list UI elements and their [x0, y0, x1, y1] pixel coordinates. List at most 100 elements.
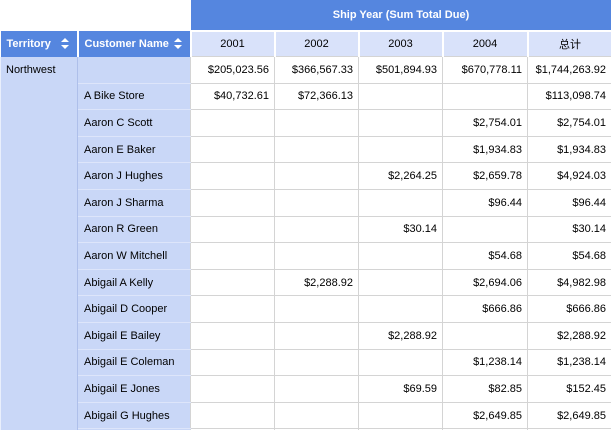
table-row: Abigail E Bailey $2,288.92 $2,288.92	[0, 322, 611, 350]
value-cell	[274, 295, 359, 323]
value-cell: $2,700.12	[442, 428, 528, 430]
value-cell	[358, 295, 443, 323]
matrix-body: Northwest $205,023.56 $366,567.33 $501,894.…	[0, 56, 611, 430]
value-cell: $30.14	[527, 216, 611, 244]
customer-cell: Aaron R Green	[77, 216, 191, 244]
value-cell	[274, 349, 359, 377]
territory-cell	[0, 402, 78, 429]
value-cell: $1,934.83	[442, 136, 528, 164]
customer-name-header-label: Customer Name	[84, 37, 169, 50]
value-cell: $501,894.93	[358, 56, 443, 84]
year-header-2001: 2001	[190, 31, 276, 57]
territory-cell	[0, 269, 78, 296]
value-cell	[274, 242, 359, 270]
table-row: Abigail A Kelly $2,288.92 $2,694.06 $4,982.…	[0, 269, 611, 297]
value-cell	[274, 162, 359, 190]
sort-updown-icon[interactable]	[173, 37, 183, 50]
customer-cell: Abigail A Kelly	[77, 269, 191, 297]
value-cell: $1,744,263.92	[527, 56, 611, 84]
value-cell	[190, 269, 275, 297]
column-group-title: Ship Year (Sum Total Due)	[190, 0, 611, 32]
customer-cell: Aaron W Mitchell	[77, 242, 191, 270]
year-header-2003: 2003	[358, 31, 444, 57]
value-cell: $666.86	[442, 295, 528, 323]
value-cell	[358, 269, 443, 297]
value-cell	[190, 428, 275, 430]
table-row: A Bike Store $40,732.61 $72,366.13 $113,098…	[0, 83, 611, 111]
value-cell: $69.59	[358, 375, 443, 403]
sort-asc-icon	[173, 38, 182, 43]
table-row: Aaron C Scott $2,754.01 $2,754.01	[0, 109, 611, 137]
value-cell	[274, 109, 359, 137]
value-cell: $40,732.61	[190, 83, 275, 111]
year-header-total: 总计	[527, 31, 611, 57]
sort-updown-icon[interactable]	[60, 37, 70, 50]
customer-cell: Abigail E Bailey	[77, 322, 191, 350]
value-cell: $4,924.03	[527, 162, 611, 190]
customer-cell: Aaron J Sharma	[77, 189, 191, 217]
header-row: Territory Customer Name	[0, 31, 611, 57]
customer-cell: Aaron C Scott	[77, 109, 191, 137]
value-cell: $2,288.92	[274, 269, 359, 297]
table-row: Abigail D Cooper $666.86 $666.86	[0, 295, 611, 323]
value-cell: $2,649.85	[442, 402, 528, 430]
customer-cell: Abigail E Jones	[77, 375, 191, 403]
value-cell	[274, 402, 359, 430]
value-cell	[190, 136, 275, 164]
territory-cell	[0, 189, 78, 217]
value-cell	[274, 189, 359, 217]
value-cell: $2,754.01	[442, 109, 528, 137]
value-cell	[190, 216, 275, 244]
value-cell: $2,264.25	[358, 162, 443, 190]
table-row: Aaron J Sharma $96.44 $96.44	[0, 189, 611, 217]
value-cell: $2,288.92	[358, 322, 443, 350]
table-row: Abigail G Hughes $2,649.85 $2,649.85	[0, 402, 611, 430]
value-cell: $152.45	[527, 375, 611, 403]
value-cell: $96.44	[442, 189, 528, 217]
value-cell: $2,288.92	[527, 322, 611, 350]
table-row: Abigail E Jones $69.59 $82.85 $152.45	[0, 375, 611, 403]
value-cell	[274, 428, 359, 430]
customer-cell: Aaron J Hughes	[77, 162, 191, 190]
customer-cell: Aaron E Baker	[77, 136, 191, 164]
value-cell	[442, 216, 528, 244]
value-cell	[274, 136, 359, 164]
territory-cell	[0, 349, 78, 376]
territory-cell	[0, 242, 78, 270]
value-cell: $4,982.98	[527, 269, 611, 297]
value-cell	[442, 83, 528, 111]
value-cell: $2,649.85	[527, 402, 611, 430]
year-header-2004: 2004	[442, 31, 529, 57]
value-cell: $205,023.56	[190, 56, 275, 84]
table-row: Aaron W Mitchell $54.68 $54.68	[0, 242, 611, 270]
territory-cell	[0, 322, 78, 350]
value-cell	[358, 109, 443, 137]
value-cell	[358, 242, 443, 270]
sort-asc-icon	[60, 38, 69, 43]
value-cell	[274, 375, 359, 403]
territory-header-label: Territory	[6, 37, 51, 50]
sort-desc-icon	[173, 45, 182, 50]
value-cell	[190, 295, 275, 323]
value-cell	[190, 349, 275, 377]
value-cell	[358, 402, 443, 430]
value-cell: $2,659.78	[442, 162, 528, 190]
value-cell	[358, 83, 443, 111]
value-cell	[190, 322, 275, 350]
table-row: Aaron E Baker $1,934.83 $1,934.83	[0, 136, 611, 164]
value-cell: $1,934.83	[527, 136, 611, 164]
value-cell: $113,098.74	[527, 83, 611, 111]
value-cell: $96.44	[527, 189, 611, 217]
value-cell: $2,288.92	[358, 428, 443, 430]
value-cell	[190, 402, 275, 430]
customer-cell	[77, 56, 191, 84]
band-row: Ship Year (Sum Total Due)	[0, 0, 611, 32]
table-row: Northwest $205,023.56 $366,567.33 $501,894.…	[0, 56, 611, 84]
value-cell	[190, 189, 275, 217]
table-row: Abigail E Coleman $1,238.14 $1,238.14	[0, 349, 611, 377]
table-row: Aaron R Green $30.14 $30.14	[0, 216, 611, 244]
value-cell: $54.68	[442, 242, 528, 270]
table-row: Aaron J Hughes $2,264.25 $2,659.78 $4,924.0…	[0, 162, 611, 190]
